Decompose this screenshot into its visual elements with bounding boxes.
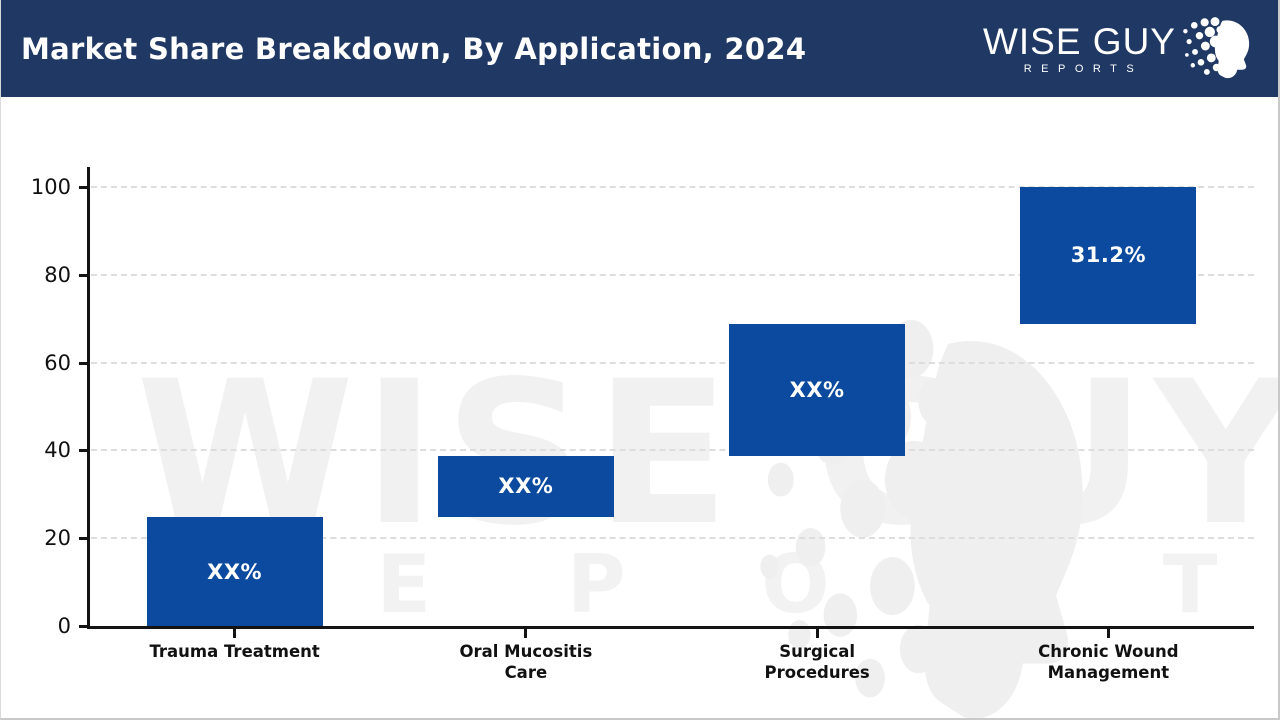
logo-wordmark: WISE GUY — [982, 20, 1176, 62]
y-axis-tick-label: 40 — [44, 438, 71, 463]
y-axis-tick — [79, 449, 89, 453]
x-axis-label-surgical-procedures: Surgical Procedures — [667, 641, 967, 683]
bar-chronic-wound-management: 31.2% — [1020, 187, 1197, 324]
wise-guy-logo: WISE GUY REPORTS — [983, 10, 1252, 88]
bar-value-label: XX% — [498, 474, 554, 499]
bar-value-label: XX% — [207, 559, 263, 584]
x-axis-label-chronic-wound-management: Chronic Wound Management — [958, 641, 1258, 683]
x-axis-line — [87, 626, 1254, 629]
bar-trauma-treatment: XX% — [146, 517, 323, 626]
x-axis-label-line: Trauma Treatment — [149, 642, 320, 661]
y-axis-tick — [79, 273, 89, 277]
x-axis-tick — [233, 629, 237, 638]
gridline-100 — [91, 186, 1254, 188]
bar-value-label: 31.2% — [1070, 243, 1147, 268]
header-bar: Market Share Breakdown, By Application, … — [1, 0, 1278, 97]
x-axis-label-oral-mucositis-care: Oral Mucositis Care — [376, 641, 676, 683]
bar-value-label: XX% — [789, 377, 845, 402]
y-axis-tick-label: 0 — [57, 614, 71, 638]
x-axis-label-line: Procedures — [764, 663, 870, 682]
y-axis-tick — [79, 361, 89, 365]
x-axis-tick — [815, 629, 819, 638]
y-axis-tick-label: 100 — [30, 175, 71, 199]
x-axis-tick — [524, 629, 528, 638]
logo-text: WISE GUY REPORTS — [983, 23, 1176, 75]
y-axis-tick — [79, 625, 89, 628]
y-axis-tick-label: 60 — [44, 350, 71, 375]
logo-subtitle: REPORTS — [1023, 62, 1144, 75]
x-axis-label-trauma-treatment: Trauma Treatment — [85, 641, 385, 662]
gridline-40 — [91, 449, 1254, 452]
y-axis-tick-label: 20 — [44, 526, 71, 551]
y-axis-tick — [79, 537, 89, 541]
y-axis-tick-label: 80 — [44, 262, 71, 287]
x-axis-label-line: Management — [1047, 663, 1170, 682]
gridline-80 — [91, 273, 1254, 276]
y-axis-tick — [79, 186, 89, 189]
y-axis-line — [87, 167, 90, 629]
x-axis-label-line: Surgical — [779, 642, 856, 661]
page-title: Market Share Breakdown, By Application, … — [21, 31, 807, 66]
x-axis-label-line: Care — [504, 663, 548, 682]
bar-oral-mucositis-care: XX% — [437, 455, 614, 518]
x-axis-tick — [1106, 629, 1110, 638]
x-axis-label-line: Chronic Wound — [1038, 642, 1179, 661]
gridline-60 — [91, 361, 1254, 364]
gridline-20 — [91, 537, 1254, 540]
watermark-subtitle: R E P O R T S — [179, 538, 1278, 631]
logo-head-dots-icon — [1183, 16, 1250, 78]
x-axis-label-line: Oral Mucositis — [459, 642, 593, 661]
watermark-wordmark: WISE GUY — [136, 338, 1280, 569]
bar-surgical-procedures: XX% — [729, 323, 906, 456]
